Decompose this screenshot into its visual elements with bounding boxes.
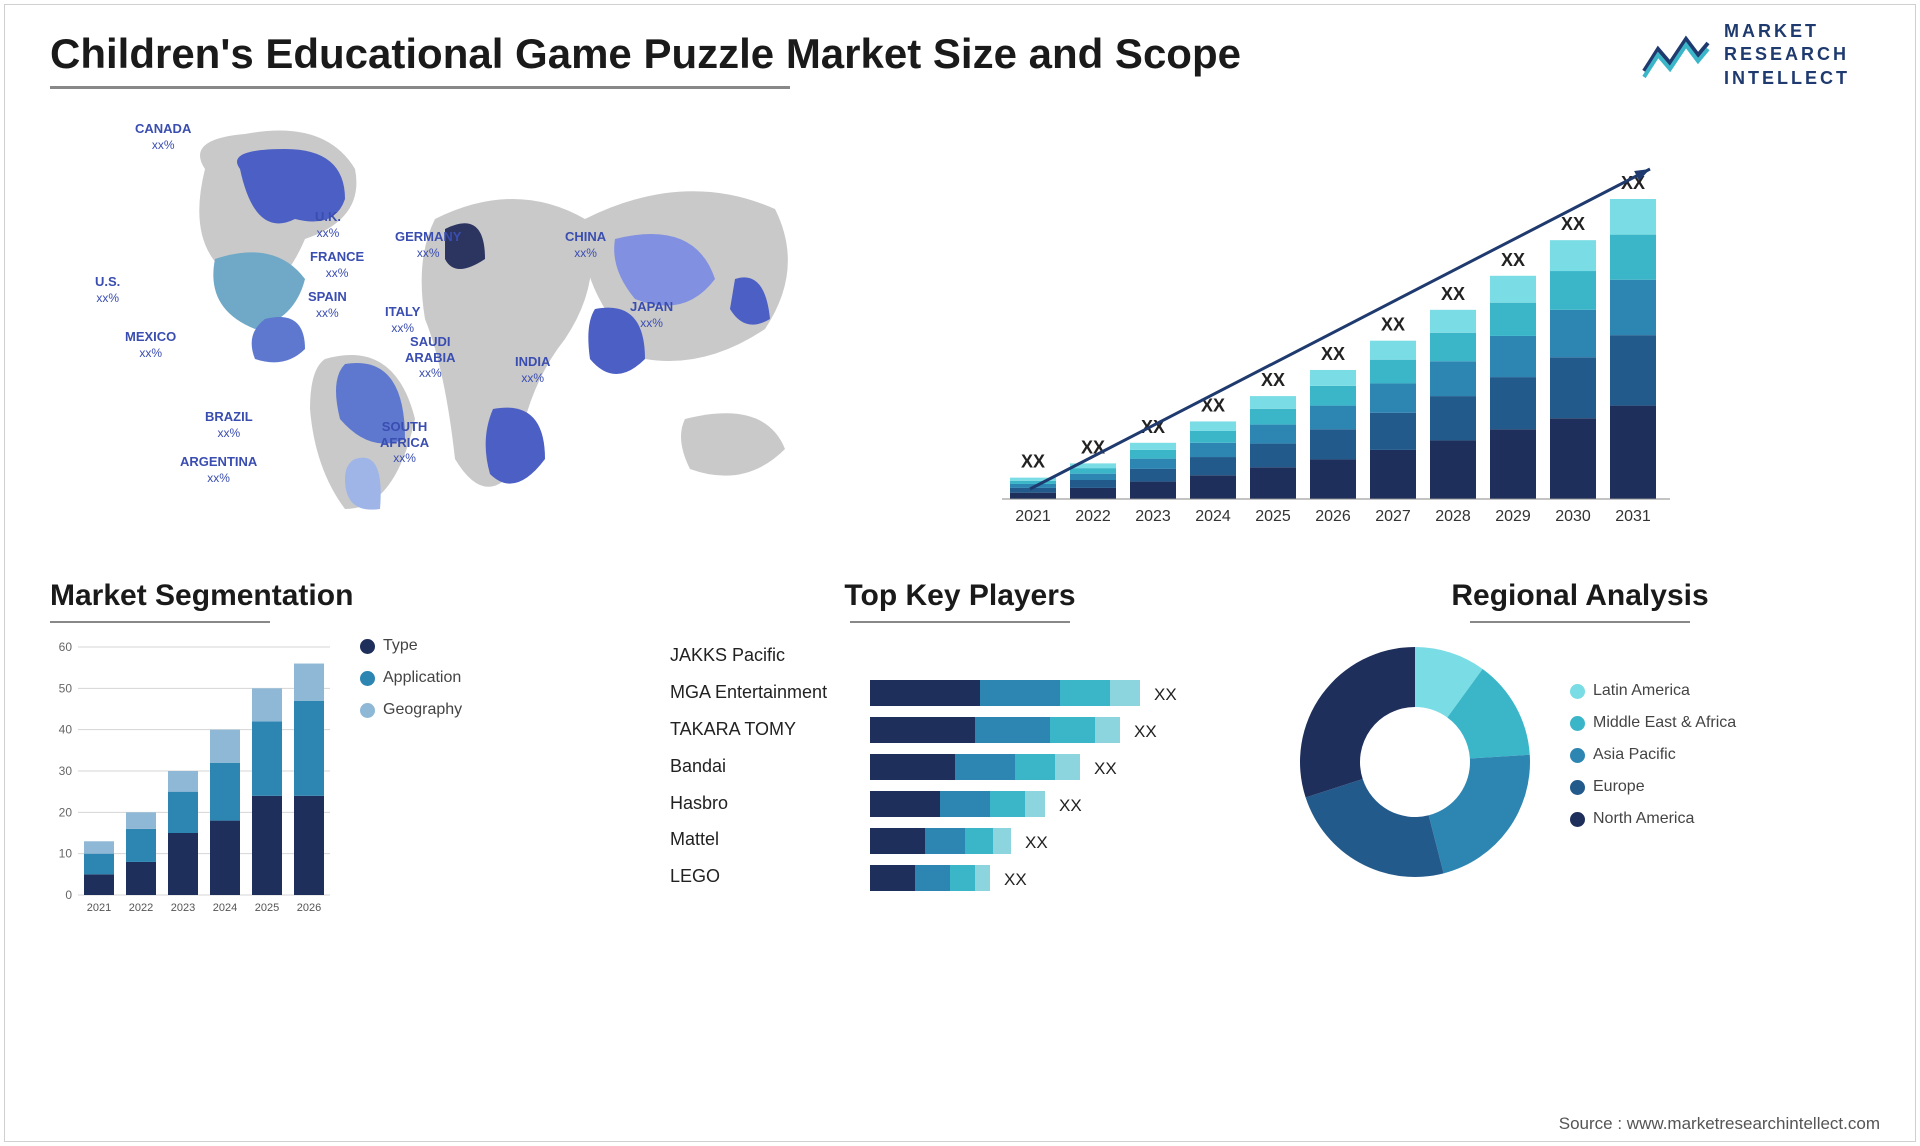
svg-text:XX: XX <box>1261 370 1285 390</box>
page-title: Children's Educational Game Puzzle Marke… <box>50 30 1870 78</box>
country-label: INDIAxx% <box>515 354 550 385</box>
country-label: SAUDIARABIAxx% <box>405 334 456 381</box>
player-name: TAKARA TOMY <box>670 711 860 748</box>
svg-text:XX: XX <box>1134 722 1157 741</box>
svg-text:2031: 2031 <box>1615 508 1651 525</box>
region-legend: Latin America Middle East & Africa Asia Pa… <box>1570 682 1736 842</box>
logo-text-3: INTELLECT <box>1724 67 1850 90</box>
legend-item: Application <box>360 669 462 687</box>
player-name: JAKKS Pacific <box>670 637 860 674</box>
country-label: ARGENTINAxx% <box>180 454 257 485</box>
country-label: JAPANxx% <box>630 299 673 330</box>
source-attribution: Source : www.marketresearchintellect.com <box>1559 1114 1880 1134</box>
region-underline <box>1470 621 1690 623</box>
growth-chart-panel: XX 2021 XX 2022 XX 2023 XX 2024 XX 2025 XX 2026 XX 20… <box>980 109 1870 539</box>
legend-item: North America <box>1570 810 1736 828</box>
legend-item: Middle East & Africa <box>1570 714 1736 732</box>
svg-text:2021: 2021 <box>87 902 111 914</box>
svg-text:30: 30 <box>59 764 73 778</box>
country-label: GERMANYxx% <box>395 229 461 260</box>
players-title: Top Key Players <box>670 579 1250 613</box>
svg-text:XX: XX <box>1081 437 1105 457</box>
svg-text:XX: XX <box>1021 452 1045 472</box>
svg-text:XX: XX <box>1321 344 1345 364</box>
svg-text:2023: 2023 <box>1135 508 1171 525</box>
country-label: CANADAxx% <box>135 121 191 152</box>
svg-text:XX: XX <box>1501 250 1525 270</box>
players-underline <box>850 621 1070 623</box>
region-title: Regional Analysis <box>1290 579 1870 613</box>
players-chart-svg: XX XX XX XX XX XX <box>870 637 1210 907</box>
svg-text:0: 0 <box>65 888 72 902</box>
country-label: SOUTHAFRICAxx% <box>380 419 429 466</box>
svg-text:2030: 2030 <box>1555 508 1591 525</box>
legend-item: Type <box>360 637 462 655</box>
country-label: MEXICOxx% <box>125 329 176 360</box>
svg-text:2024: 2024 <box>1195 508 1231 525</box>
logo-icon <box>1640 29 1712 81</box>
growth-chart-svg: XX 2021 XX 2022 XX 2023 XX 2024 XX 2025 XX 2026 XX 20… <box>980 109 1680 539</box>
svg-text:2029: 2029 <box>1495 508 1531 525</box>
svg-text:2023: 2023 <box>171 902 195 914</box>
country-label: U.K.xx% <box>315 209 341 240</box>
player-name: LEGO <box>670 858 860 895</box>
region-donut-svg <box>1290 637 1540 887</box>
players-panel: Top Key Players JAKKS PacificMGA Enterta… <box>670 579 1250 917</box>
svg-text:XX: XX <box>1025 833 1048 852</box>
segmentation-chart-svg: 0 10 20 30 40 50 60 2021 2022 2023 2024 2025 2026 <box>50 637 330 917</box>
svg-text:2026: 2026 <box>1315 508 1351 525</box>
svg-text:60: 60 <box>59 640 73 654</box>
legend-item: Latin America <box>1570 682 1736 700</box>
svg-text:2024: 2024 <box>213 902 237 914</box>
country-label: SPAINxx% <box>308 289 347 320</box>
logo-text-1: MARKET <box>1724 20 1850 43</box>
country-label: FRANCExx% <box>310 249 364 280</box>
svg-text:2028: 2028 <box>1435 508 1471 525</box>
svg-text:XX: XX <box>1004 870 1027 889</box>
svg-text:XX: XX <box>1154 685 1177 704</box>
svg-text:40: 40 <box>59 723 73 737</box>
region-panel: Regional Analysis Latin America Middle Ea… <box>1290 579 1870 917</box>
legend-item: Asia Pacific <box>1570 746 1736 764</box>
player-name: Hasbro <box>670 785 860 822</box>
logo-text-2: RESEARCH <box>1724 43 1850 66</box>
svg-text:2022: 2022 <box>129 902 153 914</box>
legend-item: Geography <box>360 701 462 719</box>
svg-text:2022: 2022 <box>1075 508 1111 525</box>
svg-text:2027: 2027 <box>1375 508 1411 525</box>
svg-text:2021: 2021 <box>1015 508 1051 525</box>
svg-text:XX: XX <box>1094 759 1117 778</box>
title-underline <box>50 86 790 89</box>
svg-text:XX: XX <box>1561 214 1585 234</box>
country-label: CHINAxx% <box>565 229 606 260</box>
svg-text:XX: XX <box>1059 796 1082 815</box>
segmentation-panel: Market Segmentation 0 10 20 30 40 50 60 2021 202… <box>50 579 630 917</box>
svg-text:50: 50 <box>59 681 73 695</box>
svg-text:XX: XX <box>1381 315 1405 335</box>
svg-text:10: 10 <box>59 847 73 861</box>
svg-text:2025: 2025 <box>255 902 279 914</box>
players-labels-column: JAKKS PacificMGA EntertainmentTAKARA TOM… <box>670 637 860 907</box>
player-name: Mattel <box>670 821 860 858</box>
svg-text:20: 20 <box>59 805 73 819</box>
country-label: U.S.xx% <box>95 274 120 305</box>
svg-text:XX: XX <box>1441 284 1465 304</box>
country-label: BRAZILxx% <box>205 409 253 440</box>
segmentation-underline <box>50 621 270 623</box>
player-name: Bandai <box>670 748 860 785</box>
svg-text:2026: 2026 <box>297 902 321 914</box>
world-map-panel: CANADAxx% U.S.xx%MEXICOxx% BRAZILxx% ARGENT… <box>50 109 940 539</box>
country-label: ITALYxx% <box>385 304 420 335</box>
segmentation-legend: Type Application Geography <box>360 637 462 917</box>
svg-text:2025: 2025 <box>1255 508 1291 525</box>
brand-logo: MARKET RESEARCH INTELLECT <box>1640 20 1850 90</box>
player-name: MGA Entertainment <box>670 674 860 711</box>
segmentation-title: Market Segmentation <box>50 579 630 613</box>
legend-item: Europe <box>1570 778 1736 796</box>
